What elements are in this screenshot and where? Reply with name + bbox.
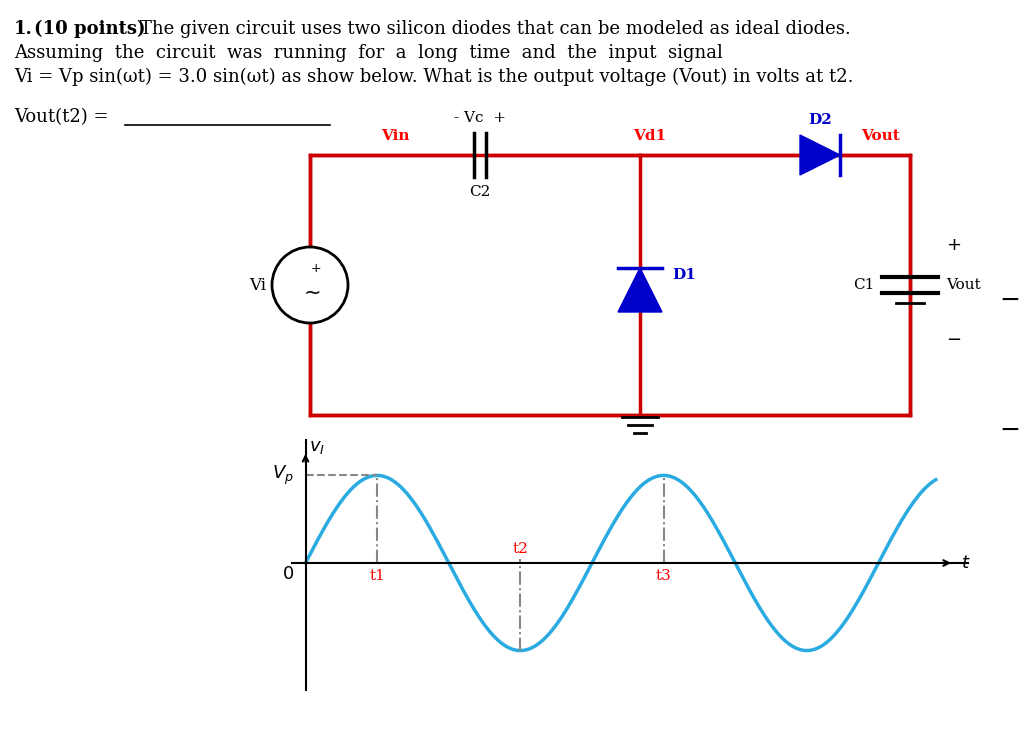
Text: Vout(t2) =: Vout(t2) = [14, 108, 109, 126]
Text: −: − [999, 418, 1021, 442]
Text: +: + [310, 263, 322, 275]
Text: −: − [999, 288, 1021, 312]
Text: Vd1: Vd1 [634, 129, 667, 143]
Text: Vi: Vi [249, 277, 266, 294]
Text: ~: ~ [303, 283, 321, 303]
Circle shape [272, 247, 348, 323]
Text: $V_p$: $V_p$ [272, 464, 294, 487]
Text: −: − [946, 331, 962, 349]
Text: (10 points): (10 points) [34, 20, 145, 38]
Text: C2: C2 [469, 185, 490, 199]
Text: Vi = Vp sin(ωt) = 3.0 sin(ωt) as show below. What is the output voltage (Vout) i: Vi = Vp sin(ωt) = 3.0 sin(ωt) as show be… [14, 68, 853, 87]
Text: The given circuit uses two silicon diodes that can be modeled as ideal diodes.: The given circuit uses two silicon diode… [140, 20, 851, 38]
Text: Vout: Vout [946, 278, 981, 292]
Text: t1: t1 [370, 569, 385, 583]
Text: t3: t3 [655, 569, 672, 583]
Text: $0$: $0$ [282, 564, 294, 583]
Text: - Vc  +: - Vc + [454, 111, 506, 125]
Text: C1: C1 [853, 278, 874, 292]
Text: Vin: Vin [381, 129, 410, 143]
Polygon shape [800, 135, 840, 175]
Text: D2: D2 [808, 113, 831, 127]
Polygon shape [618, 268, 662, 312]
Text: $v_I$: $v_I$ [309, 438, 326, 456]
Text: $t$: $t$ [961, 554, 971, 572]
Text: D1: D1 [672, 268, 696, 282]
Text: Vout: Vout [860, 129, 899, 143]
Bar [310, 155, 910, 415]
Text: 1.: 1. [14, 20, 33, 38]
Text: Assuming  the  circuit  was  running  for  a  long  time  and  the  input  signa: Assuming the circuit was running for a l… [14, 44, 723, 62]
Text: t2: t2 [512, 542, 528, 556]
Text: +: + [946, 236, 961, 254]
